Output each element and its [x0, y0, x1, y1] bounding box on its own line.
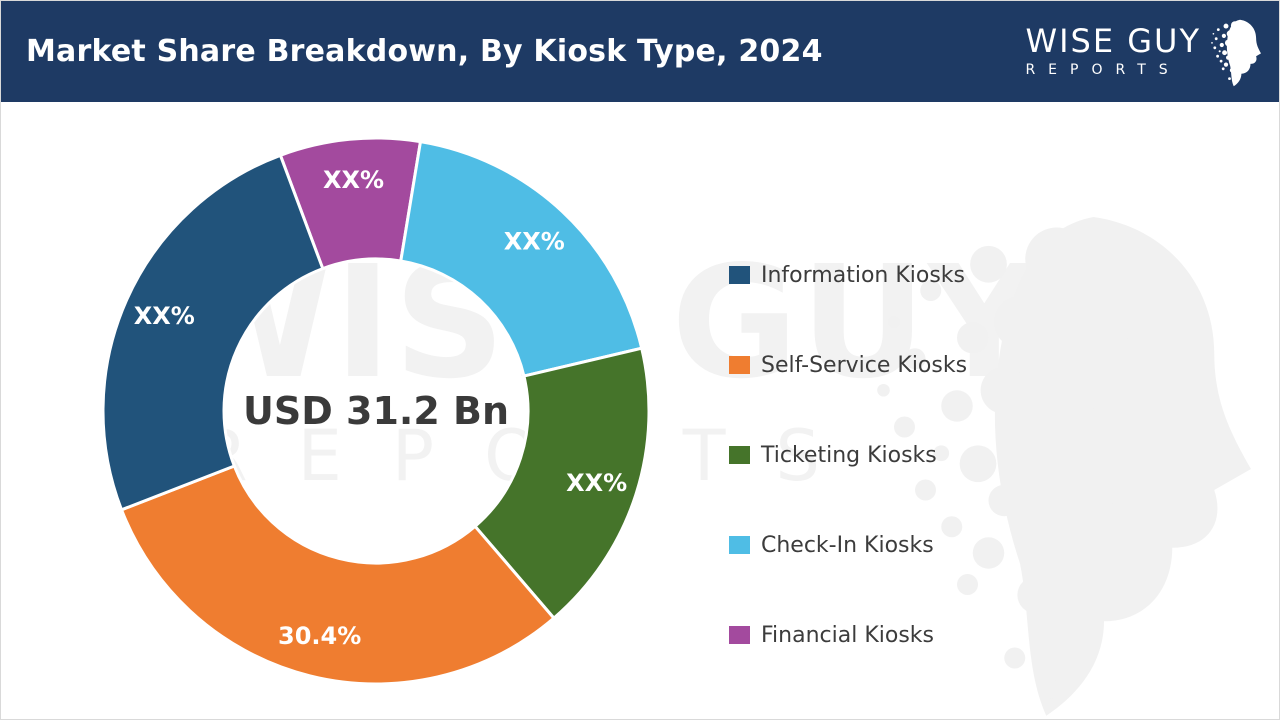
- page-title: Market Share Breakdown, By Kiosk Type, 2…: [26, 34, 823, 69]
- donut-slice-information-kiosks: [101, 153, 325, 512]
- legend-swatch-check-in-kiosks: [729, 536, 750, 554]
- donut-slice-ticketing-kiosks: [473, 346, 651, 620]
- legend-item-financial-kiosks: Financial Kiosks: [729, 620, 934, 650]
- watermark-tagline: REPORTS: [199, 421, 870, 491]
- slice-value-label-financial-kiosks: XX%: [323, 166, 384, 194]
- legend-item-label: Ticketing Kiosks: [761, 442, 937, 468]
- legend-item-check-in-kiosks: Check-In Kiosks: [729, 530, 934, 560]
- legend-item-ticketing-kiosks: Ticketing Kiosks: [729, 440, 937, 470]
- legend-item-self-service-kiosks: Self-Service Kiosks: [729, 350, 967, 380]
- slice-value-label-self-service-kiosks: 30.4%: [278, 622, 361, 650]
- legend-item-label: Check-In Kiosks: [761, 532, 934, 558]
- chart-center-value: USD 31.2 Bn: [243, 389, 509, 433]
- legend-item-label: Information Kiosks: [761, 262, 966, 288]
- logo-wordmark: WISE GUY: [1025, 22, 1201, 61]
- legend-swatch-financial-kiosks: [729, 626, 750, 644]
- wise-guy-logo: WISE GUY REPORTS: [1025, 10, 1261, 94]
- legend-swatch-self-service-kiosks: [729, 356, 750, 374]
- legend-swatch-information-kiosks: [729, 266, 750, 284]
- legend-item-label: Financial Kiosks: [761, 622, 934, 648]
- logo-tagline: REPORTS: [1025, 61, 1181, 78]
- slice-value-label-ticketing-kiosks: XX%: [566, 469, 627, 497]
- slice-value-label-information-kiosks: XX%: [134, 302, 195, 330]
- donut-slice-check-in-kiosks: [399, 140, 644, 378]
- header-bar: Market Share Breakdown, By Kiosk Type, 2…: [1, 1, 1279, 102]
- legend-item-information-kiosks: Information Kiosks: [729, 260, 965, 290]
- legend-item-label: Self-Service Kiosks: [761, 352, 968, 378]
- chart-legend: Information Kiosks Self-Service Kiosks Tic…: [729, 260, 1149, 680]
- logo-text: WISE GUY REPORTS: [1025, 25, 1201, 78]
- legend-swatch-ticketing-kiosks: [729, 446, 750, 464]
- slice-value-label-check-in-kiosks: XX%: [504, 227, 565, 255]
- donut-slice-self-service-kiosks: [120, 464, 556, 686]
- logo-face-icon: [1205, 10, 1261, 94]
